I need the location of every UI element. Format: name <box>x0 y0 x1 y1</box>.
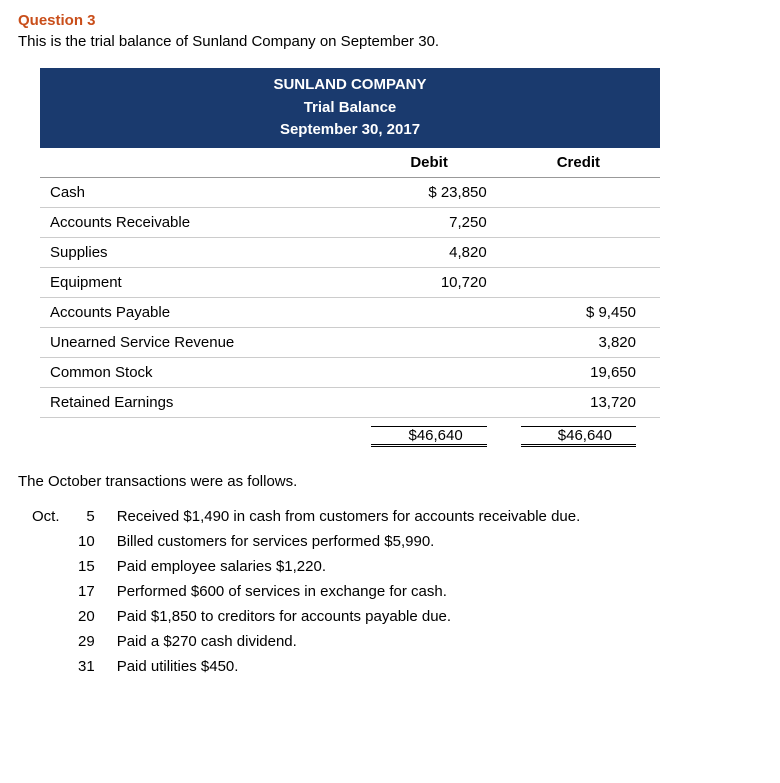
table-row: Equipment 10,720 <box>40 267 660 297</box>
transaction-row: 29 Paid a $270 cash dividend. <box>26 629 586 654</box>
transaction-desc: Billed customers for services performed … <box>111 529 587 554</box>
table-row: Cash $ 23,850 <box>40 177 660 207</box>
transaction-desc: Received $1,490 in cash from customers f… <box>111 504 587 529</box>
transaction-day: 5 <box>72 504 111 529</box>
col-credit-header: Credit <box>511 148 660 178</box>
transaction-row: 17 Performed $600 of services in exchang… <box>26 579 586 604</box>
table-row: Common Stock 19,650 <box>40 357 660 387</box>
table-row: Accounts Payable $ 9,450 <box>40 297 660 327</box>
row-credit: 13,720 <box>511 387 660 417</box>
tb-total-row: $46,640 $46,640 <box>40 417 660 455</box>
row-debit: $ 23,850 <box>361 177 510 207</box>
tb-column-headers: Debit Credit <box>40 148 660 178</box>
row-debit <box>361 327 510 357</box>
question-label: Question 3 <box>18 12 762 29</box>
transaction-day: 20 <box>72 604 111 629</box>
row-label: Supplies <box>40 237 361 267</box>
transaction-row: 15 Paid employee salaries $1,220. <box>26 554 586 579</box>
transaction-row: Oct. 5 Received $1,490 in cash from cust… <box>26 504 586 529</box>
row-label: Unearned Service Revenue <box>40 327 361 357</box>
transaction-day: 10 <box>72 529 111 554</box>
transaction-desc: Paid employee salaries $1,220. <box>111 554 587 579</box>
row-credit: $ 9,450 <box>511 297 660 327</box>
transactions-table: Oct. 5 Received $1,490 in cash from cust… <box>26 504 586 679</box>
row-label: Cash <box>40 177 361 207</box>
row-label: Equipment <box>40 267 361 297</box>
row-label: Accounts Receivable <box>40 207 361 237</box>
tb-company: SUNLAND COMPANY <box>40 74 660 97</box>
transaction-day: 29 <box>72 629 111 654</box>
row-debit: 7,250 <box>361 207 510 237</box>
row-credit: 3,820 <box>511 327 660 357</box>
row-label: Common Stock <box>40 357 361 387</box>
row-debit <box>361 297 510 327</box>
transaction-row: 31 Paid utilities $450. <box>26 654 586 679</box>
transaction-day: 15 <box>72 554 111 579</box>
table-row: Supplies 4,820 <box>40 237 660 267</box>
tb-title: Trial Balance <box>40 97 660 120</box>
table-row: Unearned Service Revenue 3,820 <box>40 327 660 357</box>
row-debit <box>361 357 510 387</box>
transaction-desc: Performed $600 of services in exchange f… <box>111 579 587 604</box>
transaction-month: Oct. <box>26 504 72 529</box>
row-debit: 4,820 <box>361 237 510 267</box>
transaction-day: 31 <box>72 654 111 679</box>
row-credit <box>511 237 660 267</box>
transaction-desc: Paid $1,850 to creditors for accounts pa… <box>111 604 587 629</box>
transaction-desc: Paid utilities $450. <box>111 654 587 679</box>
row-label: Accounts Payable <box>40 297 361 327</box>
transaction-desc: Paid a $270 cash dividend. <box>111 629 587 654</box>
total-credit: $46,640 <box>521 426 636 447</box>
row-credit: 19,650 <box>511 357 660 387</box>
tb-date: September 30, 2017 <box>40 119 660 142</box>
transaction-row: 20 Paid $1,850 to creditors for accounts… <box>26 604 586 629</box>
table-row: Accounts Receivable 7,250 <box>40 207 660 237</box>
table-row: Retained Earnings 13,720 <box>40 387 660 417</box>
row-credit <box>511 177 660 207</box>
transactions-intro: The October transactions were as follows… <box>18 473 762 490</box>
col-debit-header: Debit <box>361 148 510 178</box>
transaction-day: 17 <box>72 579 111 604</box>
row-debit <box>361 387 510 417</box>
question-intro: This is the trial balance of Sunland Com… <box>18 33 762 50</box>
total-debit: $46,640 <box>371 426 486 447</box>
row-debit: 10,720 <box>361 267 510 297</box>
trial-balance-header: SUNLAND COMPANY Trial Balance September … <box>40 68 660 148</box>
row-credit <box>511 267 660 297</box>
row-credit <box>511 207 660 237</box>
transaction-row: 10 Billed customers for services perform… <box>26 529 586 554</box>
row-label: Retained Earnings <box>40 387 361 417</box>
trial-balance-table: SUNLAND COMPANY Trial Balance September … <box>40 68 660 455</box>
